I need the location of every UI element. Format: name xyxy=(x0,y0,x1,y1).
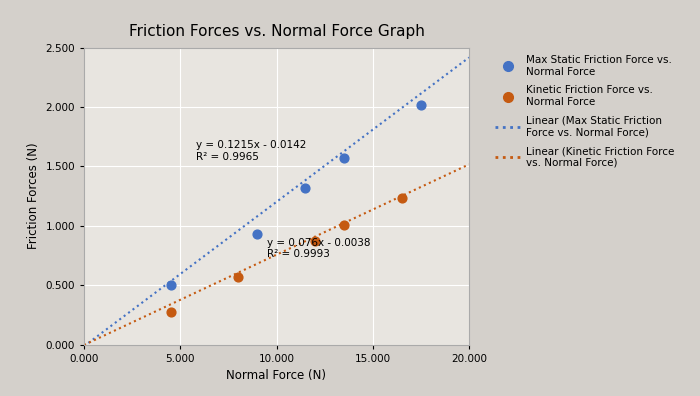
Point xyxy=(252,231,263,237)
Legend: Max Static Friction Force vs.
Normal Force, Kinetic Friction Force vs.
Normal Fo: Max Static Friction Force vs. Normal For… xyxy=(489,50,680,173)
Y-axis label: Friction Forces (N): Friction Forces (N) xyxy=(27,143,40,249)
Point xyxy=(300,185,311,191)
Text: y = 0.076x - 0.0038
R² = 0.9993: y = 0.076x - 0.0038 R² = 0.9993 xyxy=(267,238,370,259)
Title: Friction Forces vs. Normal Force Graph: Friction Forces vs. Normal Force Graph xyxy=(129,25,424,40)
X-axis label: Normal Force (N): Normal Force (N) xyxy=(227,369,326,382)
Point xyxy=(396,195,407,202)
Point xyxy=(232,274,244,280)
Point xyxy=(415,101,426,108)
Point xyxy=(165,309,176,316)
Point xyxy=(309,238,321,244)
Point xyxy=(338,221,349,228)
Text: y = 0.1215x - 0.0142
R² = 0.9965: y = 0.1215x - 0.0142 R² = 0.9965 xyxy=(195,140,306,162)
Point xyxy=(165,282,176,288)
Point xyxy=(338,155,349,161)
